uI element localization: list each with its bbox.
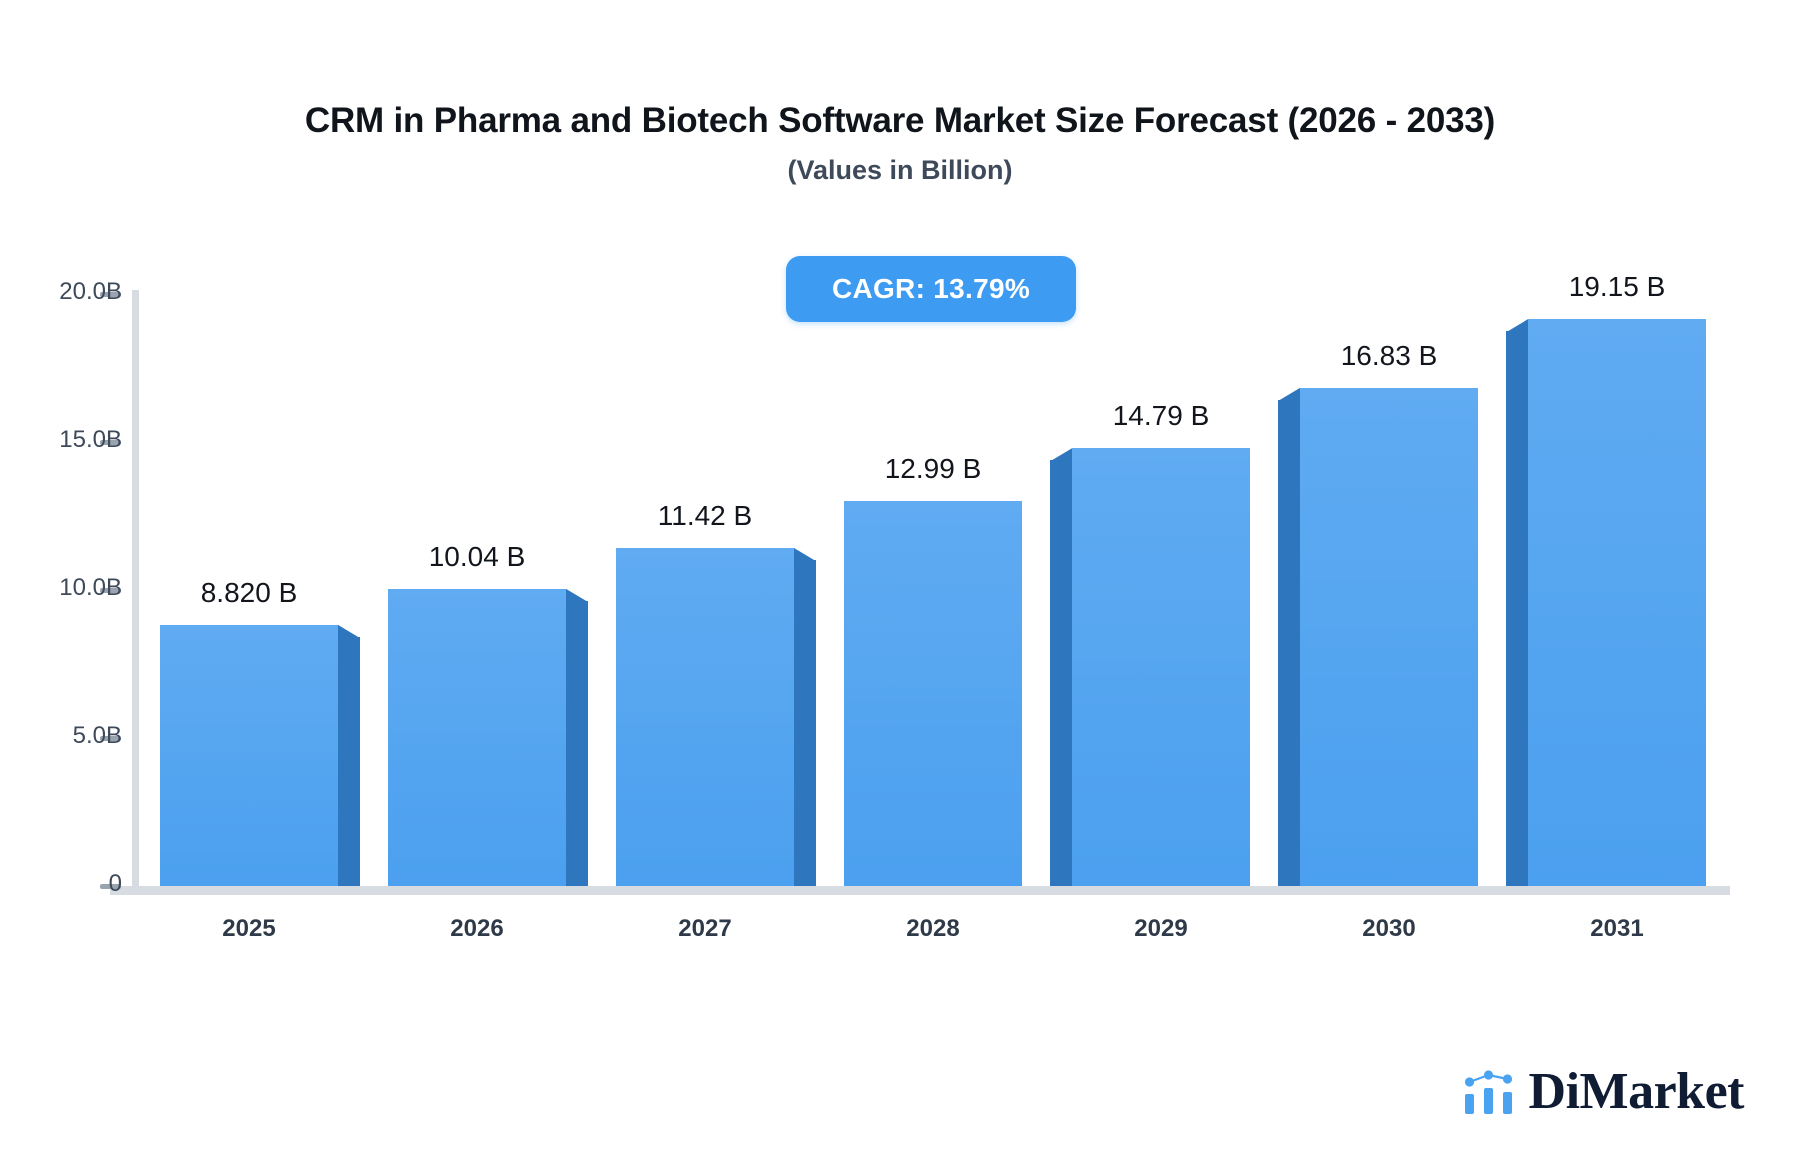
x-tick-label: 2025 bbox=[222, 915, 276, 942]
bar-face bbox=[616, 547, 794, 886]
bar-side-face bbox=[566, 600, 588, 886]
bar-side-face bbox=[794, 560, 816, 886]
bar-value-label: 11.42 B bbox=[657, 499, 753, 531]
bar-face bbox=[388, 588, 566, 886]
x-tick-label: 2027 bbox=[678, 915, 732, 942]
bar-side-face bbox=[1278, 399, 1300, 886]
bar-side-face bbox=[1506, 331, 1528, 886]
bar bbox=[1506, 319, 1706, 886]
title-block: CRM in Pharma and Biotech Software Marke… bbox=[0, 100, 1800, 186]
bar-value-label: 8.820 B bbox=[200, 576, 298, 608]
y-tick-label: 0 bbox=[108, 870, 122, 897]
bar bbox=[1050, 448, 1250, 886]
bar-value-label: 19.15 B bbox=[1568, 271, 1666, 303]
bar bbox=[844, 501, 1022, 886]
bar-face bbox=[844, 501, 1022, 886]
bar bbox=[388, 588, 588, 886]
bar-value-label: 12.99 B bbox=[884, 453, 982, 485]
y-tick-mark bbox=[100, 588, 121, 593]
y-tick-label: 10.0B bbox=[59, 574, 122, 601]
bar-value-label: 10.04 B bbox=[428, 540, 526, 572]
y-tick-mark bbox=[100, 884, 121, 889]
x-tick-label: 2026 bbox=[450, 915, 504, 942]
chart-subtitle: (Values in Billion) bbox=[787, 155, 1013, 185]
x-tick-label: 2029 bbox=[1134, 915, 1188, 942]
bar bbox=[1278, 387, 1478, 886]
y-tick-mark bbox=[100, 736, 121, 741]
page-title: CRM in Pharma and Biotech Software Marke… bbox=[304, 101, 1496, 140]
cagr-badge: CAGR: 13.79% bbox=[786, 256, 1076, 322]
bar-side-face bbox=[338, 637, 360, 886]
bar-side-face bbox=[1050, 460, 1072, 886]
bar-face bbox=[1300, 387, 1478, 886]
y-tick-mark bbox=[100, 440, 121, 445]
y-axis-line bbox=[132, 290, 139, 890]
y-tick-label: 20.0B bbox=[59, 278, 122, 305]
y-tick-mark bbox=[100, 292, 121, 297]
bar bbox=[616, 547, 816, 886]
x-axis-line bbox=[110, 886, 1730, 895]
bar-face bbox=[160, 624, 338, 886]
y-tick-label: 15.0B bbox=[59, 426, 122, 453]
x-tick-label: 2028 bbox=[906, 915, 960, 942]
bar bbox=[160, 624, 360, 886]
logo-text: DiMarket bbox=[1528, 1063, 1745, 1120]
bar-value-label: 14.79 B bbox=[1112, 400, 1210, 432]
y-tick-label: 5.0B bbox=[72, 722, 122, 749]
x-tick-label: 2031 bbox=[1590, 915, 1644, 942]
x-tick-label: 2030 bbox=[1362, 915, 1416, 942]
bar-chart-icon bbox=[1464, 1070, 1512, 1114]
bar-value-label: 16.83 B bbox=[1340, 339, 1438, 371]
bar-face bbox=[1528, 319, 1706, 886]
logo: DiMarket bbox=[1463, 1063, 1745, 1120]
bar-face bbox=[1072, 448, 1250, 886]
